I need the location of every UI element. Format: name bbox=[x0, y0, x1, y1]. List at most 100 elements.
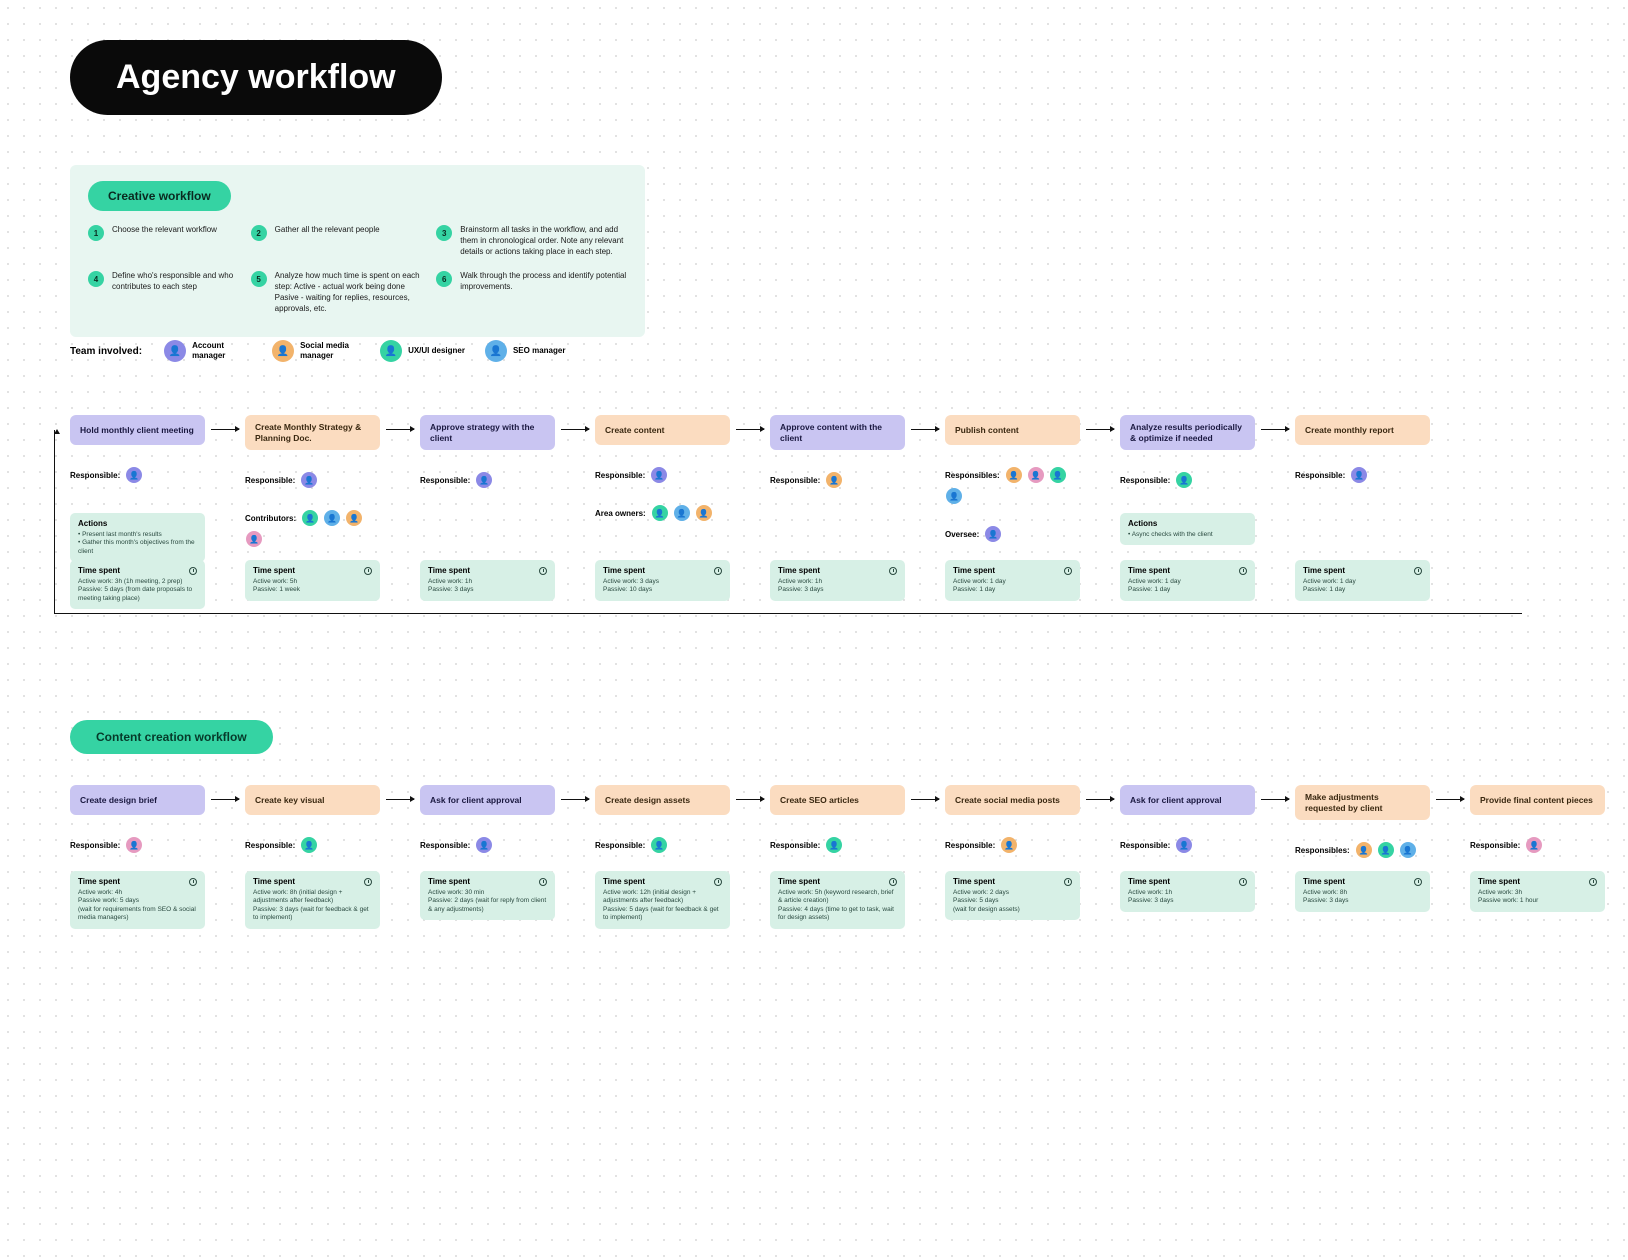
avatar: 👤 bbox=[1001, 837, 1017, 853]
clock-icon bbox=[364, 878, 372, 886]
avatar: 👤 bbox=[126, 837, 142, 853]
legend-item: 1Choose the relevant workflow bbox=[88, 225, 241, 257]
clock-icon bbox=[714, 878, 722, 886]
arrow-icon bbox=[1086, 799, 1114, 800]
role-label: Responsible: bbox=[70, 841, 120, 850]
avatar: 👤 bbox=[1356, 842, 1372, 858]
role-label: Responsible: bbox=[595, 841, 645, 850]
legend-item: 2 Gather all the relevant people bbox=[251, 225, 427, 257]
clock-icon bbox=[889, 878, 897, 886]
member-name: Account manager bbox=[192, 341, 252, 360]
role-row: Responsible: 👤 bbox=[770, 837, 905, 853]
avatar: 👤 bbox=[826, 837, 842, 853]
clock-icon bbox=[189, 878, 197, 886]
legend-number: 1 bbox=[88, 225, 104, 241]
workflow-step: Make adjustments requested by client Resp… bbox=[1295, 785, 1430, 896]
page-title: Agency workflow bbox=[70, 40, 442, 115]
workflow-step: Create social media posts Responsible:👤 Ti… bbox=[945, 785, 1080, 896]
member-name: Social media manager bbox=[300, 341, 360, 360]
team-member: 👤 Social media manager bbox=[272, 340, 360, 362]
legend-number: 3 bbox=[436, 225, 452, 241]
role-label: Responsible: bbox=[1470, 841, 1520, 850]
legend-text: Walk through the process and identify po… bbox=[460, 271, 627, 293]
time-title: Time spent bbox=[953, 877, 1072, 886]
role-row: Responsible:👤 bbox=[245, 837, 380, 853]
clock-icon bbox=[1414, 878, 1422, 886]
role-label: Responsibles: bbox=[1295, 846, 1350, 855]
time-body: Active work: 3h Passive work: 1 hour bbox=[1478, 889, 1597, 906]
time-title: Time spent bbox=[78, 877, 197, 886]
workflow-step: Provide final content pieces Responsible:… bbox=[1470, 785, 1605, 896]
time-box: Time spent Active work: 3h Passive work: … bbox=[1470, 871, 1605, 912]
arrow-icon bbox=[911, 799, 939, 800]
step-title: Provide final content pieces bbox=[1470, 785, 1605, 815]
avatar: 👤 bbox=[1400, 842, 1416, 858]
avatar: 👤 bbox=[1378, 842, 1394, 858]
time-title: Time spent bbox=[253, 877, 372, 886]
role-row: Responsible: 👤 bbox=[1120, 837, 1255, 853]
step-title: Make adjustments requested by client bbox=[1295, 785, 1430, 820]
workflow-step: Ask for client approvalResponsible:👤Time… bbox=[1120, 785, 1255, 896]
step-title: Create key visual bbox=[245, 785, 380, 815]
legend-number: 6 bbox=[436, 271, 452, 287]
team-label: Team involved: bbox=[70, 346, 142, 357]
time-box: Time spentActive work: 5h (keyword resea… bbox=[770, 871, 905, 929]
team-member: 👤UX/UI designer bbox=[380, 340, 465, 362]
time-title: Time spent bbox=[603, 877, 722, 886]
team-member: 👤Account manager bbox=[164, 340, 252, 362]
time-body: Active work: 12h (initial design + adjus… bbox=[603, 889, 722, 923]
legend-item: 4Define who's responsible and who contri… bbox=[88, 271, 241, 314]
workflow-step: Ask for client approvalResponsible:👤Time… bbox=[420, 785, 555, 896]
workflow-step: Create key visual Responsible:👤 Time spent… bbox=[245, 785, 380, 896]
time-box: Time spentActive work: 30 min Passive: 2… bbox=[420, 871, 555, 920]
legend-item: 6 Walk through the process and identify p… bbox=[436, 271, 627, 314]
member-name: UX/UI designer bbox=[408, 346, 465, 356]
arrow-icon bbox=[1261, 799, 1289, 800]
role-label: Responsible: bbox=[770, 841, 820, 850]
time-title: Time spent bbox=[1128, 877, 1247, 886]
avatar: 👤 bbox=[1526, 837, 1542, 853]
time-body: Active work: 8h Passive: 3 days bbox=[1303, 889, 1422, 906]
time-title: Time spent bbox=[1478, 877, 1597, 886]
avatar: 👤 bbox=[651, 837, 667, 853]
workflow-step: Create design briefResponsible:👤Contribu… bbox=[70, 785, 205, 896]
legend-number: 4 bbox=[88, 271, 104, 287]
time-box: Time spent Active work: 12h (initial desi… bbox=[595, 871, 730, 929]
step-title: Create social media posts bbox=[945, 785, 1080, 815]
arrow-icon bbox=[1436, 799, 1464, 800]
time-box: Time spent Active work: 1h Passive: 3 day… bbox=[1120, 871, 1255, 912]
loop-back-arrow bbox=[54, 430, 1522, 614]
workflow-step: Create design assets Responsible: 👤 Time sp… bbox=[595, 785, 730, 896]
role-row: Responsible: 👤 bbox=[70, 837, 205, 853]
team-member: 👤SEO manager bbox=[485, 340, 565, 362]
legend-text: Gather all the relevant people bbox=[275, 225, 380, 236]
avatar: 👤 bbox=[272, 340, 294, 362]
role-row: Responsibles: 👤 👤 👤 bbox=[1295, 842, 1430, 858]
workflow-step: Create SEO articles Responsible: 👤 Time spe… bbox=[770, 785, 905, 896]
time-box: Time spent Active work: 8h Passive: 3 day… bbox=[1295, 871, 1430, 912]
role-row: Responsible:👤 bbox=[945, 837, 1080, 853]
clock-icon bbox=[539, 878, 547, 886]
legend-item: 5Analyze how much time is spent on each … bbox=[251, 271, 427, 314]
team-row: Team involved: 👤Account manager👤Social m… bbox=[70, 340, 565, 362]
role-label: Responsible: bbox=[1120, 841, 1170, 850]
role-label: Responsible: bbox=[420, 841, 470, 850]
avatar: 👤 bbox=[301, 837, 317, 853]
time-body: Active work: 8h (initial design + adjust… bbox=[253, 889, 372, 923]
avatar: 👤 bbox=[485, 340, 507, 362]
arrow-icon bbox=[386, 799, 414, 800]
step-title: Create design brief bbox=[70, 785, 205, 815]
avatar: 👤 bbox=[1176, 837, 1192, 853]
time-title: Time spent bbox=[778, 877, 897, 886]
role-row: Responsible: 👤 bbox=[595, 837, 730, 853]
legend-header: Creative workflow bbox=[88, 181, 231, 211]
step-title: Create SEO articles bbox=[770, 785, 905, 815]
arrow-icon bbox=[736, 799, 764, 800]
legend-number: 2 bbox=[251, 225, 267, 241]
step-title: Create design assets bbox=[595, 785, 730, 815]
time-title: Time spent bbox=[1303, 877, 1422, 886]
role-row: Responsible: 👤 bbox=[1470, 837, 1605, 853]
legend-number: 5 bbox=[251, 271, 267, 287]
legend-panel: Creative workflow 1Choose the relevant w… bbox=[70, 165, 645, 337]
time-body: Active work: 1h Passive: 3 days bbox=[1128, 889, 1247, 906]
